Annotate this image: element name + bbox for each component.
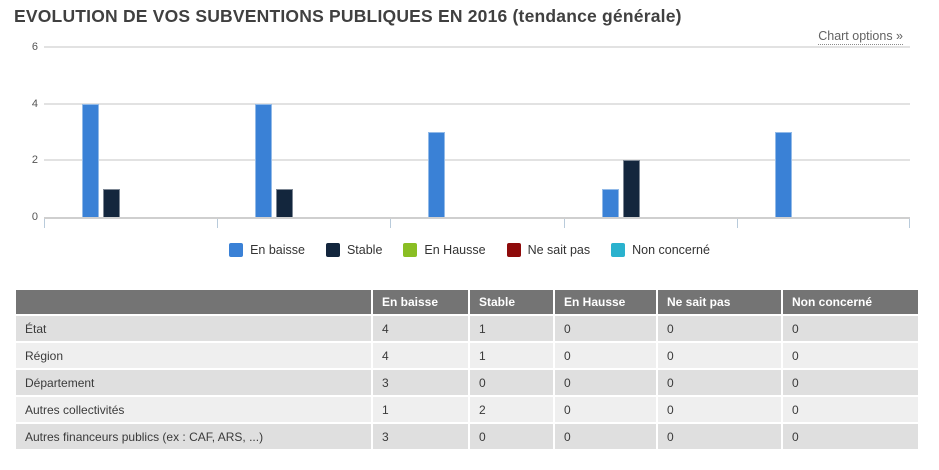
value-cell: 4 <box>373 316 468 341</box>
x-tick <box>909 219 910 228</box>
y-tick-label: 0 <box>31 211 38 223</box>
value-cell: 0 <box>555 343 656 368</box>
bar <box>428 132 446 217</box>
value-cell: 4 <box>373 343 468 368</box>
value-cell: 0 <box>783 424 918 449</box>
value-cell: 0 <box>470 424 553 449</box>
bar <box>276 188 294 217</box>
row-label-cell: Département <box>16 370 371 395</box>
bar <box>622 160 640 217</box>
x-tick <box>44 219 45 228</box>
legend-item[interactable]: Non concerné <box>611 243 710 257</box>
table-row: Région 4 1 0 0 0 <box>16 343 918 368</box>
table-header-row: En baisse Stable En Hausse Ne sait pas Non c… <box>16 290 918 314</box>
bar <box>774 132 792 217</box>
row-label-cell: Région <box>16 343 371 368</box>
table-row: Autres financeurs publics (ex : CAF, ARS… <box>16 424 918 449</box>
value-cell: 0 <box>783 397 918 422</box>
legend-item[interactable]: En baisse <box>229 243 305 257</box>
legend-item[interactable]: Stable <box>325 243 383 257</box>
gridline <box>44 159 910 162</box>
plot-area <box>44 46 910 228</box>
y-axis: 0 2 4 6 <box>0 41 38 223</box>
value-cell: 0 <box>658 424 781 449</box>
value-cell: 0 <box>658 397 781 422</box>
y-tick-label: 2 <box>31 154 38 167</box>
legend-swatch <box>229 243 244 257</box>
data-table: En baisse Stable En Hausse Ne sait pas Non c… <box>14 288 920 451</box>
header-cell: En Hausse <box>555 290 656 314</box>
legend-label: Stable <box>346 243 383 257</box>
value-cell: 1 <box>470 343 553 368</box>
legend-item[interactable]: Ne sait pas <box>506 243 591 257</box>
bar-group <box>44 47 217 217</box>
value-cell: 0 <box>658 370 781 395</box>
chart-title: EVOLUTION DE VOS SUBVENTIONS PUBLIQUES E… <box>14 6 682 26</box>
legend-swatch <box>611 243 626 257</box>
gridline <box>44 46 910 48</box>
y-tick-label: 6 <box>31 41 38 53</box>
x-tick <box>390 219 392 228</box>
row-label-cell: Autres financeurs publics (ex : CAF, ARS… <box>16 424 371 449</box>
legend-label: En Hausse <box>424 243 486 257</box>
table-row: Département 3 0 0 0 0 <box>16 370 918 395</box>
value-cell: 0 <box>783 316 918 341</box>
legend-swatch <box>403 243 418 257</box>
value-cell: 1 <box>373 397 468 422</box>
value-cell: 0 <box>783 343 918 368</box>
header-cell: Stable <box>470 290 553 314</box>
value-cell: 0 <box>555 424 656 449</box>
value-cell: 2 <box>470 397 553 422</box>
value-cell: 0 <box>555 370 656 395</box>
x-tick <box>563 219 565 228</box>
legend-swatch <box>506 243 521 257</box>
header-cell: En baisse <box>373 290 468 314</box>
value-cell: 0 <box>658 343 781 368</box>
value-cell: 0 <box>658 316 781 341</box>
value-cell: 0 <box>555 316 656 341</box>
x-tick <box>217 219 219 228</box>
legend-item[interactable]: En Hausse <box>403 243 486 257</box>
legend-swatch <box>325 243 340 257</box>
bar-group <box>390 47 563 217</box>
value-cell: 0 <box>555 397 656 422</box>
bar <box>601 188 619 217</box>
value-cell: 1 <box>470 316 553 341</box>
y-tick-label: 4 <box>31 97 38 110</box>
legend-label: En baisse <box>250 243 305 257</box>
row-label-cell: Autres collectivités <box>16 397 371 422</box>
x-tick <box>736 219 738 228</box>
bar <box>103 188 120 217</box>
legend-label: Ne sait pas <box>527 243 591 257</box>
bar-chart: 0 2 4 6 <box>0 40 939 240</box>
value-cell: 0 <box>470 370 553 395</box>
row-label-cell: État <box>16 316 371 341</box>
header-cell: Non concerné <box>783 290 918 314</box>
header-cell: Ne sait pas <box>658 290 781 314</box>
bar-group <box>564 47 737 217</box>
table-body: État 4 1 0 0 0 Région 4 1 0 0 0 Département 3 0 0 0 0 Autr… <box>16 316 918 449</box>
table-row: Autres collectivités 1 2 0 0 0 <box>16 397 918 422</box>
bar-group <box>217 47 390 217</box>
bar-group <box>737 47 910 217</box>
value-cell: 3 <box>373 370 468 395</box>
value-cell: 3 <box>373 424 468 449</box>
bar <box>82 103 99 217</box>
header-cell <box>16 290 371 314</box>
gridline <box>44 102 910 105</box>
table-row: État 4 1 0 0 0 <box>16 316 918 341</box>
legend-label: Non concerné <box>632 243 710 257</box>
legend: En baisse Stable En Hausse Ne sait pas Non c… <box>0 241 939 259</box>
bar <box>255 103 273 217</box>
value-cell: 0 <box>783 370 918 395</box>
data-table-wrap: En baisse Stable En Hausse Ne sait pas Non c… <box>14 288 920 451</box>
chart-options-link[interactable]: Chart options » <box>818 29 903 45</box>
